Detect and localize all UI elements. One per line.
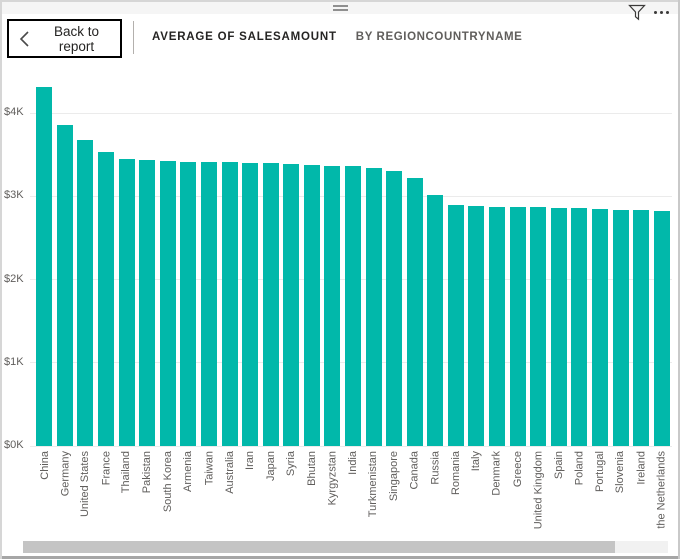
bar[interactable] (468, 206, 485, 446)
bar[interactable] (283, 163, 300, 446)
bar[interactable] (530, 207, 547, 446)
x-axis-label: Armenia (182, 451, 195, 492)
x-axis-label: United Kingdom (532, 451, 545, 530)
x-axis-label: Poland (573, 451, 586, 486)
y-axis-tick-label: $3K (4, 189, 24, 202)
x-axis-label: China (38, 451, 51, 480)
bar[interactable] (77, 140, 94, 446)
x-axis-label: Thailand (120, 451, 133, 494)
bar[interactable] (118, 158, 135, 446)
bar[interactable] (98, 152, 115, 446)
bar[interactable] (303, 165, 320, 446)
x-axis-label: Romania (449, 451, 462, 496)
bar[interactable] (447, 205, 464, 446)
bar[interactable] (406, 177, 423, 446)
back-to-report-button[interactable]: Back to report (7, 19, 122, 58)
bar[interactable] (200, 162, 217, 446)
bar[interactable] (489, 206, 506, 446)
x-axis-label: Germany (58, 451, 71, 497)
gridline (30, 112, 672, 114)
x-axis-label: Iran (244, 451, 257, 470)
x-axis-label: Spain (552, 451, 565, 480)
gridline (30, 445, 672, 447)
bar[interactable] (633, 210, 650, 446)
x-axis-label: Taiwan (202, 451, 215, 486)
more-options-button[interactable] (650, 2, 672, 22)
page-subtitle: BY REGIONCOUNTRYNAME (355, 31, 523, 43)
x-axis-label: Greece (511, 451, 524, 488)
x-axis-label: Bhutan (305, 451, 318, 486)
x-axis-label: Denmark (491, 451, 504, 496)
bar[interactable] (509, 207, 526, 446)
horizontal-scrollbar-thumb[interactable] (23, 541, 615, 553)
header-divider (133, 21, 134, 54)
x-axis-label: Ireland (635, 451, 648, 485)
bar[interactable] (262, 162, 279, 446)
window-top-band (2, 2, 678, 14)
bar[interactable] (550, 207, 567, 446)
chevron-left-icon (19, 30, 29, 47)
page-title: AVERAGE OF SALESAMOUNT (152, 31, 337, 43)
x-axis-label: Portugal (593, 451, 606, 492)
bar[interactable] (180, 161, 197, 446)
horizontal-scrollbar-track[interactable] (23, 541, 668, 553)
x-axis-label: France (100, 451, 113, 486)
bar[interactable] (324, 165, 341, 446)
filter-funnel-icon (628, 4, 646, 20)
bar[interactable] (36, 87, 53, 446)
x-axis-label: Singapore (388, 451, 401, 502)
chart-header: AVERAGE OF SALESAMOUNT BY REGIONCOUNTRYN… (152, 31, 522, 43)
x-axis-label: Kyrgyzstan (326, 451, 339, 506)
x-axis-label: Turkmenistan (367, 451, 380, 518)
x-axis-label: Japan (264, 451, 277, 481)
bar[interactable] (159, 161, 176, 446)
x-axis-label: Italy (470, 451, 483, 472)
y-axis-tick-label: $1K (4, 355, 24, 368)
x-axis-label: Russia (429, 451, 442, 485)
bar[interactable] (242, 162, 259, 446)
bar[interactable] (571, 208, 588, 446)
bar[interactable] (612, 209, 629, 446)
filter-button[interactable] (626, 2, 648, 22)
bar[interactable] (139, 160, 156, 446)
x-axis-label: South Korea (161, 451, 174, 513)
bar[interactable] (365, 167, 382, 446)
back-to-report-label: Back to report (53, 23, 100, 54)
x-axis-label: Slovenia (614, 451, 627, 494)
ellipsis-icon (653, 10, 669, 14)
bar[interactable] (386, 171, 403, 446)
bar[interactable] (591, 209, 608, 446)
y-axis-tick-label: $0K (4, 439, 24, 451)
x-axis-label: India (347, 451, 359, 475)
y-axis-tick-label: $2K (4, 272, 24, 285)
x-axis-label: Australia (223, 451, 236, 494)
drag-handle-icon[interactable] (333, 5, 348, 11)
bar[interactable] (56, 125, 73, 446)
x-axis-label: Canada (408, 451, 421, 490)
bar[interactable] (345, 166, 361, 446)
x-axis-label: Pakistan (141, 451, 154, 494)
bar[interactable] (427, 194, 444, 446)
x-axis-label: the Netherlands (655, 451, 668, 529)
bar[interactable] (653, 211, 670, 446)
x-axis-label: United States (79, 451, 92, 518)
x-axis-label: Syria (285, 451, 298, 477)
bar[interactable] (221, 162, 238, 446)
y-axis-tick-label: $4K (4, 106, 24, 118)
